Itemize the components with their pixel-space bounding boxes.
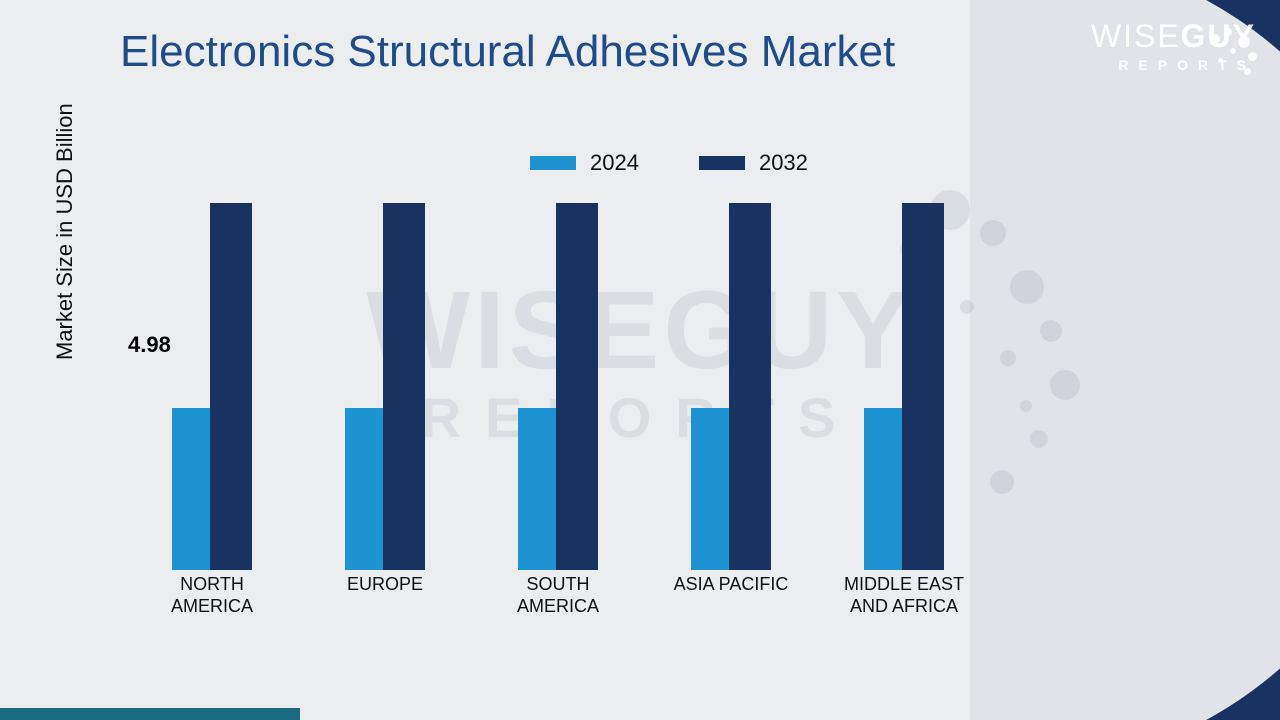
category-label: SOUTH AMERICA bbox=[488, 574, 628, 617]
legend-swatch-2024 bbox=[530, 156, 576, 170]
bar-group bbox=[498, 203, 618, 570]
chart-title: Electronics Structural Adhesives Market bbox=[120, 28, 895, 76]
legend: 2024 2032 bbox=[530, 150, 808, 176]
legend-label-2032: 2032 bbox=[759, 150, 808, 176]
bar-2024 bbox=[691, 408, 733, 570]
bar-2032 bbox=[556, 203, 598, 570]
legend-item-2032: 2032 bbox=[699, 150, 808, 176]
logo-word-wise: WISE bbox=[1091, 18, 1181, 54]
category-label: NORTH AMERICA bbox=[142, 574, 282, 617]
bar-group bbox=[671, 203, 791, 570]
legend-label-2024: 2024 bbox=[590, 150, 639, 176]
bar-2024 bbox=[864, 408, 906, 570]
logo-head-icon bbox=[1200, 28, 1270, 98]
bar-group bbox=[325, 203, 445, 570]
bottom-accent-bar bbox=[0, 708, 300, 720]
bar-group bbox=[152, 203, 272, 570]
bar-2032 bbox=[210, 203, 252, 570]
bar-2024 bbox=[172, 408, 214, 570]
legend-item-2024: 2024 bbox=[530, 150, 639, 176]
legend-swatch-2032 bbox=[699, 156, 745, 170]
category-label: EUROPE bbox=[315, 574, 455, 596]
bar-2032 bbox=[383, 203, 425, 570]
bar-2032 bbox=[729, 203, 771, 570]
category-label: ASIA PACIFIC bbox=[661, 574, 801, 596]
bar-value-label: 4.98 bbox=[128, 332, 171, 358]
bar-2024 bbox=[518, 408, 560, 570]
bar-2024 bbox=[345, 408, 387, 570]
bar-chart bbox=[100, 180, 950, 570]
category-label: MIDDLE EAST AND AFRICA bbox=[834, 574, 974, 617]
y-axis-label: Market Size in USD Billion bbox=[52, 103, 78, 360]
bar-group bbox=[844, 203, 964, 570]
bar-2032 bbox=[902, 203, 944, 570]
